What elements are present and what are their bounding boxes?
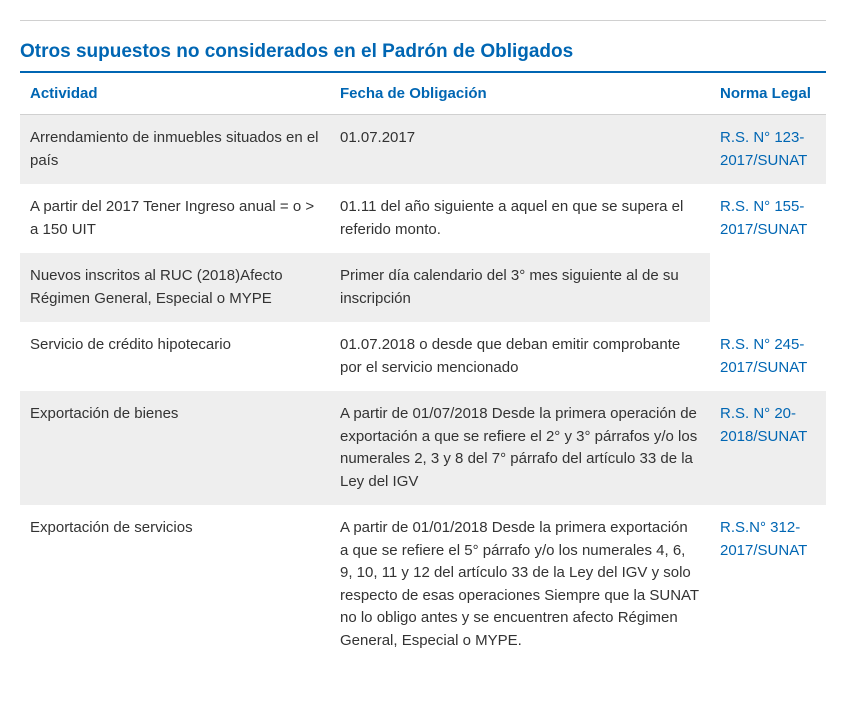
top-divider: [20, 20, 826, 21]
cell-activity: Nuevos inscritos al RUC (2018)Afecto Rég…: [20, 253, 330, 322]
table-row: Arrendamiento de inmuebles situados en e…: [20, 115, 826, 185]
cell-date: A partir de 01/01/2018 Desde la primera …: [330, 505, 710, 664]
cell-activity: Arrendamiento de inmuebles situados en e…: [20, 115, 330, 185]
norm-link[interactable]: R.S.N° 312-2017/SUNAT: [720, 519, 807, 559]
cell-activity: Servicio de crédito hipotecario: [20, 322, 330, 391]
header-date: Fecha de Obligación: [330, 72, 710, 115]
header-norm: Norma Legal: [710, 72, 826, 115]
section-title: Otros supuestos no considerados en el Pa…: [20, 41, 826, 63]
cell-activity: Exportación de bienes: [20, 391, 330, 505]
table-row: Exportación de servicios A partir de 01/…: [20, 505, 826, 664]
table-row: A partir del 2017 Tener Ingreso anual = …: [20, 184, 826, 253]
cell-date: A partir de 01/07/2018 Desde la primera …: [330, 391, 710, 505]
obligations-table: Actividad Fecha de Obligación Norma Lega…: [20, 71, 826, 664]
table-row: Servicio de crédito hipotecario 01.07.20…: [20, 322, 826, 391]
norm-link[interactable]: R.S. N° 245-2017/SUNAT: [720, 336, 807, 376]
norm-link[interactable]: R.S. N° 20-2018/SUNAT: [720, 405, 807, 445]
cell-norm: R.S. N° 123-2017/SUNAT: [710, 115, 826, 185]
norm-link[interactable]: R.S. N° 155-2017/SUNAT: [720, 198, 807, 238]
cell-activity: A partir del 2017 Tener Ingreso anual = …: [20, 184, 330, 253]
cell-activity: Exportación de servicios: [20, 505, 330, 664]
cell-norm: R.S. N° 155-2017/SUNAT: [710, 184, 826, 322]
norm-link[interactable]: R.S. N° 123-2017/SUNAT: [720, 129, 807, 169]
table-header-row: Actividad Fecha de Obligación Norma Lega…: [20, 72, 826, 115]
cell-norm: R.S.N° 312-2017/SUNAT: [710, 505, 826, 664]
cell-date: 01.11 del año siguiente a aquel en que s…: [330, 184, 710, 253]
header-activity: Actividad: [20, 72, 330, 115]
cell-date: 01.07.2018 o desde que deban emitir comp…: [330, 322, 710, 391]
table-row: Exportación de bienes A partir de 01/07/…: [20, 391, 826, 505]
cell-norm: R.S. N° 20-2018/SUNAT: [710, 391, 826, 505]
cell-date: 01.07.2017: [330, 115, 710, 185]
table-row: Nuevos inscritos al RUC (2018)Afecto Rég…: [20, 253, 826, 322]
cell-date: Primer día calendario del 3° mes siguien…: [330, 253, 710, 322]
cell-norm: R.S. N° 245-2017/SUNAT: [710, 322, 826, 391]
